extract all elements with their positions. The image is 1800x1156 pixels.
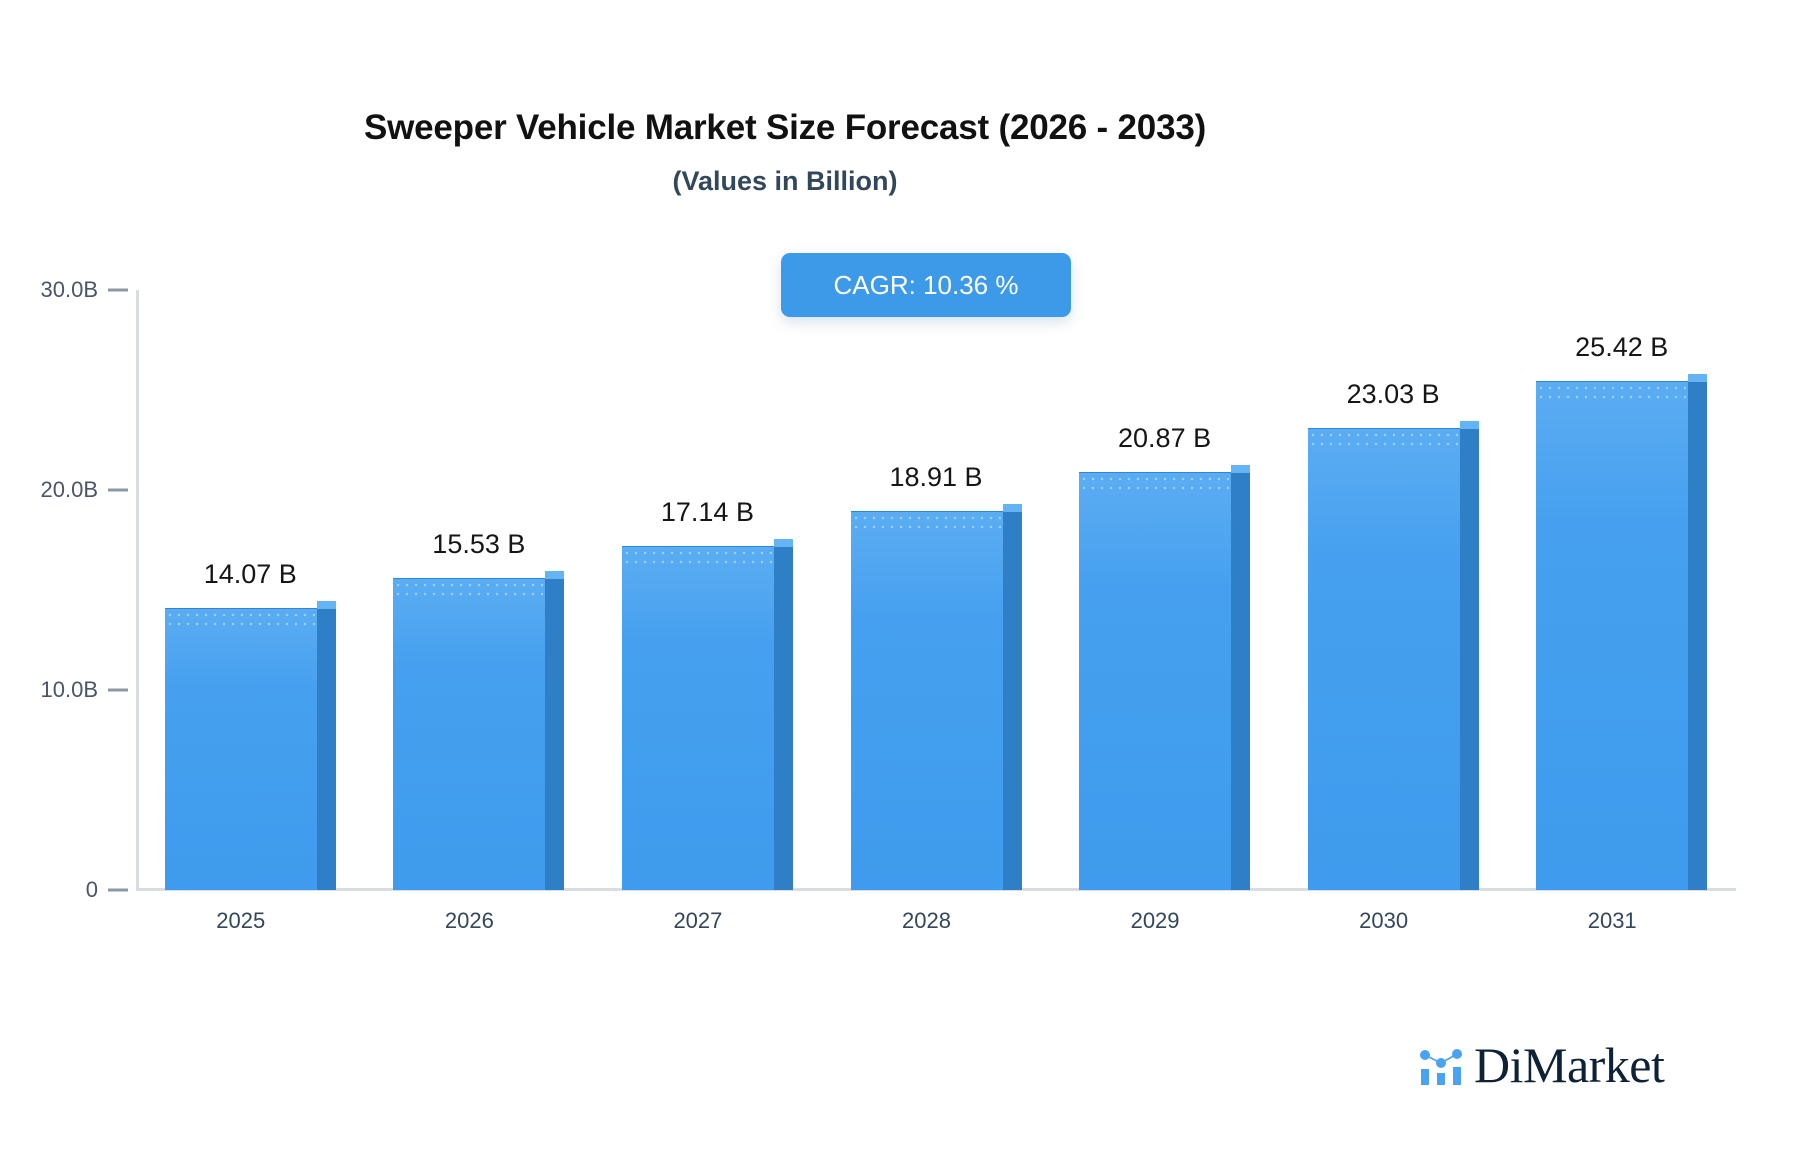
bar-side-face bbox=[1688, 381, 1708, 890]
brand-logo: DiMarket bbox=[1418, 1037, 1665, 1093]
bar-2031[interactable] bbox=[1536, 373, 1708, 890]
x-tick-label: 2025 bbox=[216, 908, 266, 933]
y-tick-label: 20.0B bbox=[40, 477, 99, 502]
x-tick-label: 2028 bbox=[902, 908, 951, 933]
brand-name: DiMarket bbox=[1474, 1037, 1665, 1093]
bar-top-face bbox=[1688, 373, 1708, 382]
bar-front-face bbox=[393, 578, 546, 890]
x-tick-label: 2026 bbox=[444, 908, 494, 933]
y-tick-mark bbox=[108, 688, 128, 692]
chart-subtitle: (Values in Billion) bbox=[672, 166, 898, 196]
bar-side-face bbox=[316, 608, 336, 890]
bar-top-face bbox=[773, 539, 793, 548]
bar-top-face bbox=[1459, 421, 1479, 430]
bar-chart-logo-icon bbox=[1418, 1043, 1464, 1087]
x-tick-label: 2029 bbox=[1130, 908, 1180, 933]
y-tick-mark bbox=[108, 888, 128, 892]
bar-front-face bbox=[850, 510, 1003, 890]
bar-2027[interactable] bbox=[621, 539, 793, 890]
bar-value-label: 25.42 B bbox=[1575, 331, 1669, 362]
bar-front-face bbox=[1079, 471, 1232, 890]
y-axis-line bbox=[136, 290, 139, 890]
bar-side-face bbox=[1459, 429, 1479, 890]
bar-value-label: 20.87 B bbox=[1118, 422, 1212, 453]
bar-2025[interactable] bbox=[164, 600, 336, 890]
bar-side-face bbox=[1002, 511, 1022, 890]
y-tick-label: 0 bbox=[85, 877, 98, 902]
bar-front-face bbox=[164, 607, 317, 890]
bar-value-label: 23.03 B bbox=[1346, 379, 1440, 410]
bar-side-face bbox=[773, 547, 793, 890]
bar-2026[interactable] bbox=[393, 571, 565, 890]
plot-area bbox=[136, 290, 1736, 890]
bar-top-face bbox=[545, 571, 565, 580]
bar-side-face bbox=[545, 579, 565, 890]
bar-top-face bbox=[316, 600, 336, 609]
chart-title: Sweeper Vehicle Market Size Forecast (20… bbox=[363, 108, 1207, 147]
x-tick-label: 2027 bbox=[673, 908, 723, 933]
cagr-badge: CAGR: 10.36 % bbox=[781, 253, 1071, 317]
bar-value-label: 15.53 B bbox=[432, 529, 526, 560]
bar-front-face bbox=[1307, 428, 1460, 890]
bar-front-face bbox=[1536, 380, 1689, 890]
y-tick-mark bbox=[108, 488, 128, 492]
bar-top-face bbox=[1231, 464, 1251, 473]
y-tick-label: 10.0B bbox=[40, 677, 99, 702]
cagr-badge-label: CAGR: 10.36 % bbox=[833, 269, 1019, 300]
bar-top-face bbox=[1002, 503, 1022, 512]
y-tick-mark bbox=[108, 288, 128, 292]
x-tick-label: 2030 bbox=[1359, 908, 1409, 933]
bar-side-face bbox=[1231, 472, 1251, 890]
bar-value-label: 17.14 B bbox=[660, 497, 754, 528]
y-tick-label: 30.0B bbox=[40, 277, 99, 302]
bar-front-face bbox=[621, 546, 774, 890]
bar-2030[interactable] bbox=[1307, 421, 1479, 890]
bar-value-label: 18.91 B bbox=[889, 461, 983, 492]
bar-value-label: 14.07 B bbox=[203, 558, 297, 589]
bar-2028[interactable] bbox=[850, 503, 1022, 890]
bar-2029[interactable] bbox=[1079, 464, 1251, 890]
x-tick-label: 2031 bbox=[1587, 908, 1637, 933]
